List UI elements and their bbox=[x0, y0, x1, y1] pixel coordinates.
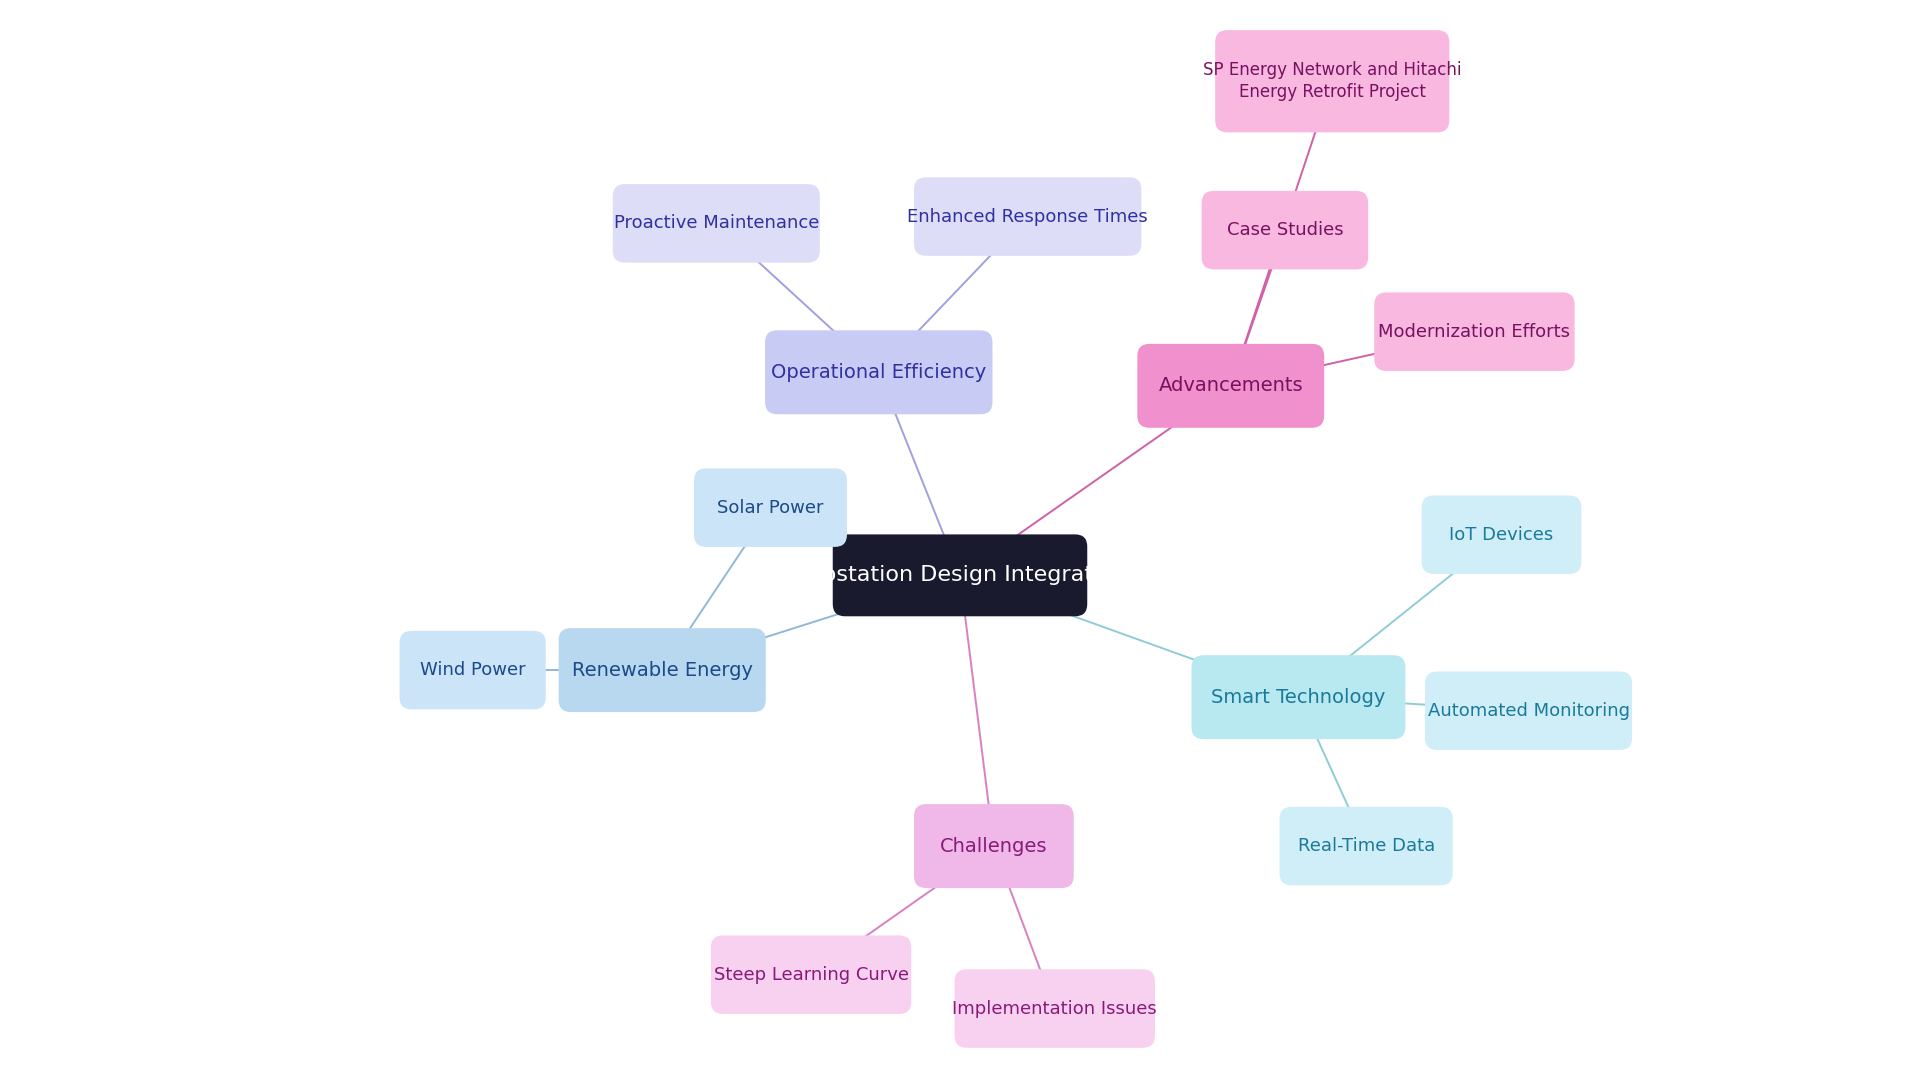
Text: Implementation Issues: Implementation Issues bbox=[952, 1000, 1158, 1018]
Text: Operational Efficiency: Operational Efficiency bbox=[772, 363, 987, 382]
Text: Advancements: Advancements bbox=[1158, 376, 1304, 395]
FancyBboxPatch shape bbox=[914, 178, 1140, 256]
Text: Substation Design Integration: Substation Design Integration bbox=[793, 565, 1127, 585]
FancyBboxPatch shape bbox=[1279, 807, 1453, 886]
FancyBboxPatch shape bbox=[1192, 655, 1405, 739]
FancyBboxPatch shape bbox=[1375, 292, 1574, 370]
Text: Renewable Energy: Renewable Energy bbox=[572, 661, 753, 680]
Text: Wind Power: Wind Power bbox=[420, 661, 526, 679]
Text: Smart Technology: Smart Technology bbox=[1212, 688, 1386, 707]
FancyBboxPatch shape bbox=[559, 628, 766, 713]
FancyBboxPatch shape bbox=[1137, 344, 1325, 428]
FancyBboxPatch shape bbox=[833, 534, 1087, 616]
FancyBboxPatch shape bbox=[764, 330, 993, 414]
FancyBboxPatch shape bbox=[1215, 30, 1450, 132]
Text: SP Energy Network and Hitachi
Energy Retrofit Project: SP Energy Network and Hitachi Energy Ret… bbox=[1204, 61, 1461, 102]
FancyBboxPatch shape bbox=[693, 469, 847, 547]
Text: IoT Devices: IoT Devices bbox=[1450, 525, 1553, 544]
Text: Solar Power: Solar Power bbox=[718, 498, 824, 517]
Text: Case Studies: Case Studies bbox=[1227, 221, 1344, 239]
FancyBboxPatch shape bbox=[1425, 671, 1632, 749]
Text: Steep Learning Curve: Steep Learning Curve bbox=[714, 966, 908, 983]
FancyBboxPatch shape bbox=[954, 969, 1156, 1048]
Text: Enhanced Response Times: Enhanced Response Times bbox=[908, 208, 1148, 225]
FancyBboxPatch shape bbox=[612, 184, 820, 263]
Text: Proactive Maintenance: Proactive Maintenance bbox=[614, 214, 820, 233]
FancyBboxPatch shape bbox=[914, 804, 1073, 888]
Text: Modernization Efforts: Modernization Efforts bbox=[1379, 323, 1571, 341]
FancyBboxPatch shape bbox=[399, 630, 545, 709]
Text: Automated Monitoring: Automated Monitoring bbox=[1428, 702, 1630, 720]
FancyBboxPatch shape bbox=[1202, 191, 1369, 270]
FancyBboxPatch shape bbox=[1421, 496, 1582, 574]
Text: Challenges: Challenges bbox=[941, 836, 1048, 856]
Text: Real-Time Data: Real-Time Data bbox=[1298, 837, 1434, 856]
FancyBboxPatch shape bbox=[710, 936, 912, 1014]
